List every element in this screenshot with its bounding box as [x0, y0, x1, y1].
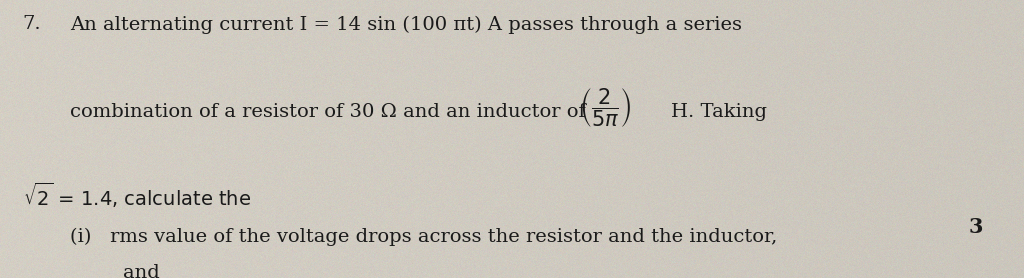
Text: 3: 3 — [969, 217, 983, 237]
Text: combination of a resistor of 30 Ω and an inductor of: combination of a resistor of 30 Ω and an… — [70, 103, 586, 121]
Text: An alternating current I = 14 sin (100 πt) A passes through a series: An alternating current I = 14 sin (100 π… — [70, 15, 741, 34]
Text: $\sqrt{2}$ = 1.4, calculate the: $\sqrt{2}$ = 1.4, calculate the — [23, 181, 251, 210]
Text: 7.: 7. — [23, 15, 41, 33]
Text: and: and — [123, 264, 160, 278]
Text: H. Taking: H. Taking — [671, 103, 767, 121]
Text: $\left(\dfrac{2}{5\pi}\right)$: $\left(\dfrac{2}{5\pi}\right)$ — [579, 86, 631, 129]
Text: (i)   rms value of the voltage drops across the resistor and the inductor,: (i) rms value of the voltage drops acros… — [70, 228, 777, 246]
